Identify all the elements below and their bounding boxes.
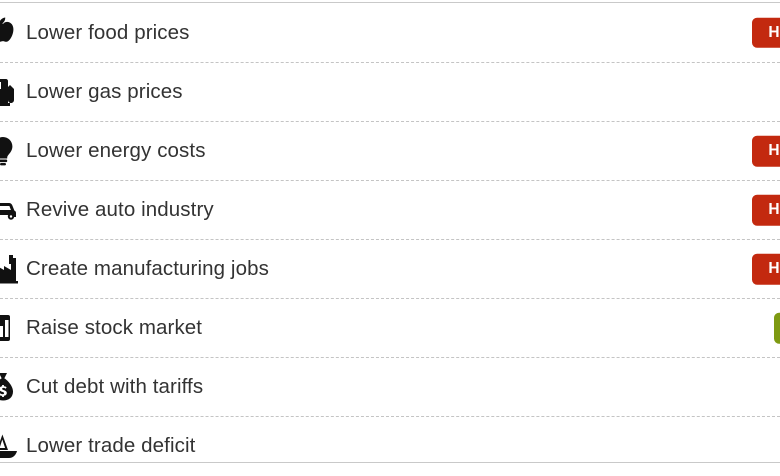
lightbulb-icon [0, 122, 22, 181]
promise-label: Revive auto industry [26, 198, 214, 221]
cargo-ship-icon [0, 417, 22, 476]
table-row[interactable]: Lower gas prices SOME PROGRESS [0, 62, 780, 121]
promise-label: Lower energy costs [26, 139, 206, 162]
status-badge[interactable]: HASN’T HAPPENED [752, 253, 780, 285]
promise-label: Cut debt with tariffs [26, 375, 204, 398]
status-badge[interactable]: HASN’T HAPPENED [752, 17, 780, 48]
table-row[interactable]: Lower trade deficit SOME PROGRESS [0, 416, 780, 475]
tracker-row-list: Lower food prices HASN’T HAPPENED Lower … [0, 3, 780, 475]
promise-label: Raise stock market [26, 316, 203, 339]
money-bag-icon [0, 358, 22, 417]
table-row[interactable]: Lower energy costs HASN’T HAPPENED [0, 121, 780, 180]
status-badge[interactable]: SO FAR, SO GOOD [774, 312, 780, 344]
table-row[interactable]: Cut debt with tariffs SOME PROGRESS [0, 357, 780, 416]
promise-label: Create manufacturing jobs [26, 257, 269, 280]
status-badge[interactable]: HASN’T HAPPENED [752, 194, 780, 226]
promise-label: Lower food prices [26, 20, 190, 44]
gas-pump-icon [0, 63, 22, 122]
status-badge[interactable]: HASN’T HAPPENED [752, 135, 780, 167]
bottom-divider [0, 462, 780, 463]
table-row[interactable]: Lower food prices HASN’T HAPPENED [0, 3, 780, 62]
chart-bar-icon [0, 299, 22, 358]
factory-icon [0, 240, 22, 299]
table-row[interactable]: Create manufacturing jobs HASN’T HAPPENE… [0, 239, 780, 298]
car-icon [0, 181, 22, 240]
apple-icon [0, 3, 22, 62]
table-row[interactable]: Raise stock market SO FAR, SO GOOD [0, 298, 780, 357]
top-divider [0, 2, 780, 3]
promise-label: Lower trade deficit [26, 434, 196, 457]
table-row[interactable]: Revive auto industry HASN’T HAPPENED [0, 180, 780, 239]
promise-label: Lower gas prices [26, 80, 183, 103]
